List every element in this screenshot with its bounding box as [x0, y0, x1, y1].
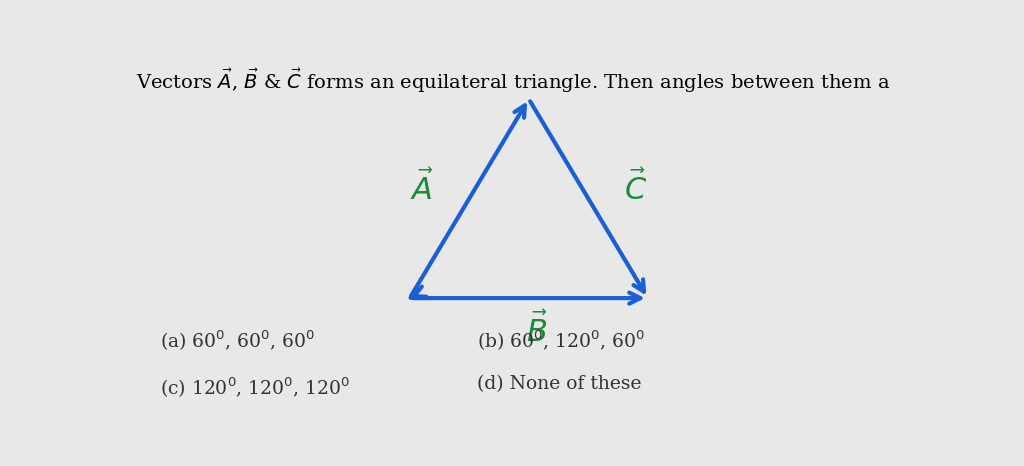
- Text: $\vec{A}$: $\vec{A}$: [410, 170, 433, 206]
- Text: (c) 120$^0$, 120$^0$, 120$^0$: (c) 120$^0$, 120$^0$, 120$^0$: [160, 375, 350, 400]
- Text: $\vec{B}$: $\vec{B}$: [525, 312, 548, 349]
- Text: (b) 60$^0$, 120$^0$, 60$^0$: (b) 60$^0$, 120$^0$, 60$^0$: [477, 329, 645, 353]
- Text: (d) None of these: (d) None of these: [477, 375, 642, 393]
- Text: Vectors $\vec{A}$, $\vec{B}$ & $\vec{C}$ forms an equilateral triangle. Then ang: Vectors $\vec{A}$, $\vec{B}$ & $\vec{C}$…: [136, 67, 890, 95]
- Text: (a) 60$^0$, 60$^0$, 60$^0$: (a) 60$^0$, 60$^0$, 60$^0$: [160, 329, 314, 353]
- Text: $\vec{C}$: $\vec{C}$: [625, 170, 647, 206]
